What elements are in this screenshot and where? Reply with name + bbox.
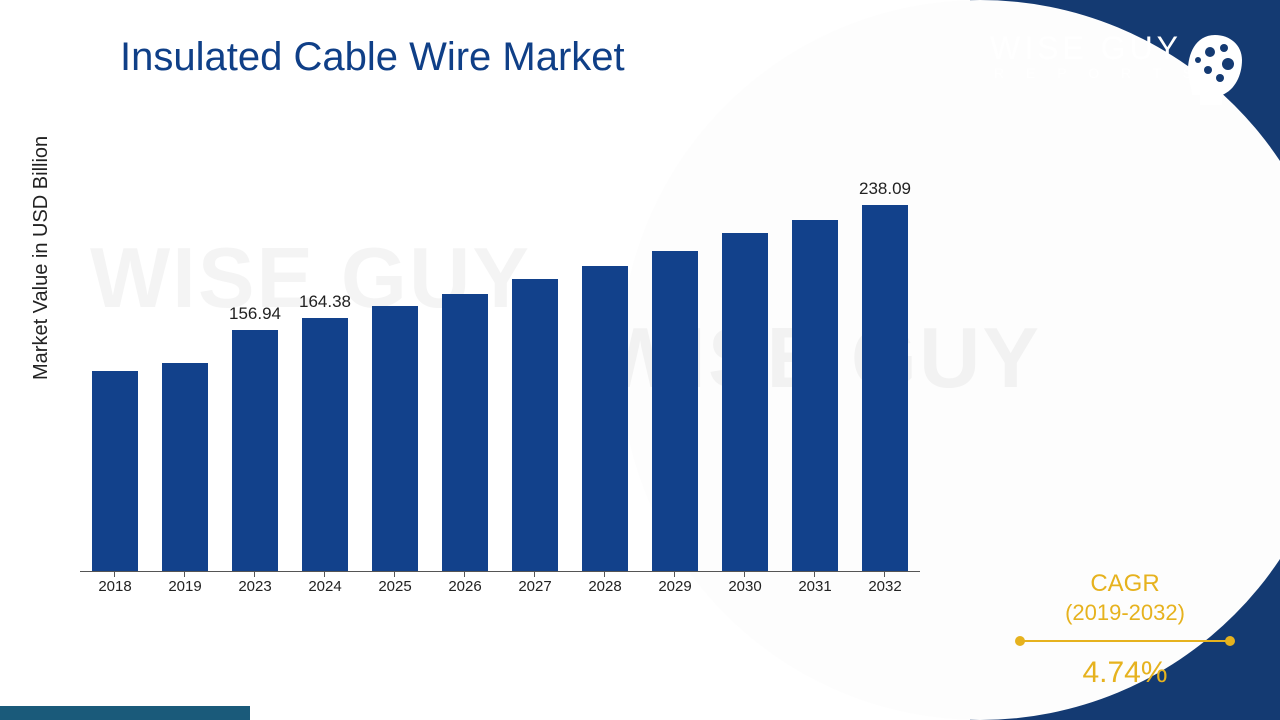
bar-value-label: 164.38: [290, 292, 360, 312]
bar: [862, 205, 908, 571]
x-axis-line: [80, 571, 920, 572]
bar: [92, 371, 138, 571]
x-tick-label: 2027: [500, 578, 570, 595]
bar: [582, 266, 628, 571]
x-tick-label: 2025: [360, 578, 430, 595]
cagr-block: CAGR (2019-2032) 4.74%: [970, 570, 1280, 690]
bar-group: 2030: [710, 233, 780, 571]
bar: [302, 318, 348, 571]
cagr-divider: [1020, 640, 1230, 642]
bar-group: 2029: [640, 251, 710, 571]
bar-group: 2032238.09: [850, 205, 920, 571]
y-axis-label: Market Value in USD Billion: [30, 136, 53, 380]
bar: [162, 363, 208, 571]
chart-plot: 201820192023156.942024164.38202520262027…: [80, 170, 920, 600]
bar-group: 2028: [570, 266, 640, 571]
brand-logo: WISE GUY R E P O R T S: [990, 30, 1250, 81]
bar-group: 2026: [430, 294, 500, 571]
bar-group: 2031: [780, 220, 850, 571]
bar: [722, 233, 768, 571]
bar-value-label: 156.94: [220, 304, 290, 324]
bar-group: 2024164.38: [290, 318, 360, 571]
head-icon: [1180, 30, 1250, 110]
bar: [372, 306, 418, 571]
x-tick-label: 2028: [570, 578, 640, 595]
bar-group: 2018: [80, 371, 150, 571]
x-tick-label: 2019: [150, 578, 220, 595]
x-tick-label: 2018: [80, 578, 150, 595]
cagr-range: (2019-2032): [970, 600, 1280, 626]
x-tick-label: 2031: [780, 578, 850, 595]
bar: [792, 220, 838, 571]
bar-group: 2023156.94: [220, 330, 290, 571]
page: WISE GUY WISE GUY Insulated Cable Wire M…: [0, 0, 1280, 720]
bar: [652, 251, 698, 571]
x-tick-label: 2032: [850, 578, 920, 595]
bar-group: 2025: [360, 306, 430, 571]
x-tick-label: 2024: [290, 578, 360, 595]
x-tick-label: 2023: [220, 578, 290, 595]
bars-container: 201820192023156.942024164.38202520262027…: [80, 171, 920, 571]
x-tick-label: 2030: [710, 578, 780, 595]
bar: [232, 330, 278, 571]
bar-group: 2027: [500, 279, 570, 571]
x-tick-label: 2029: [640, 578, 710, 595]
bar-group: 2019: [150, 363, 220, 571]
bar: [512, 279, 558, 571]
cagr-value: 4.74%: [970, 656, 1280, 690]
bar-value-label: 238.09: [850, 179, 920, 199]
footer-accent-bar: [0, 706, 250, 720]
x-tick-label: 2026: [430, 578, 500, 595]
chart-title: Insulated Cable Wire Market: [120, 35, 625, 80]
cagr-label: CAGR: [970, 570, 1280, 598]
bar: [442, 294, 488, 571]
